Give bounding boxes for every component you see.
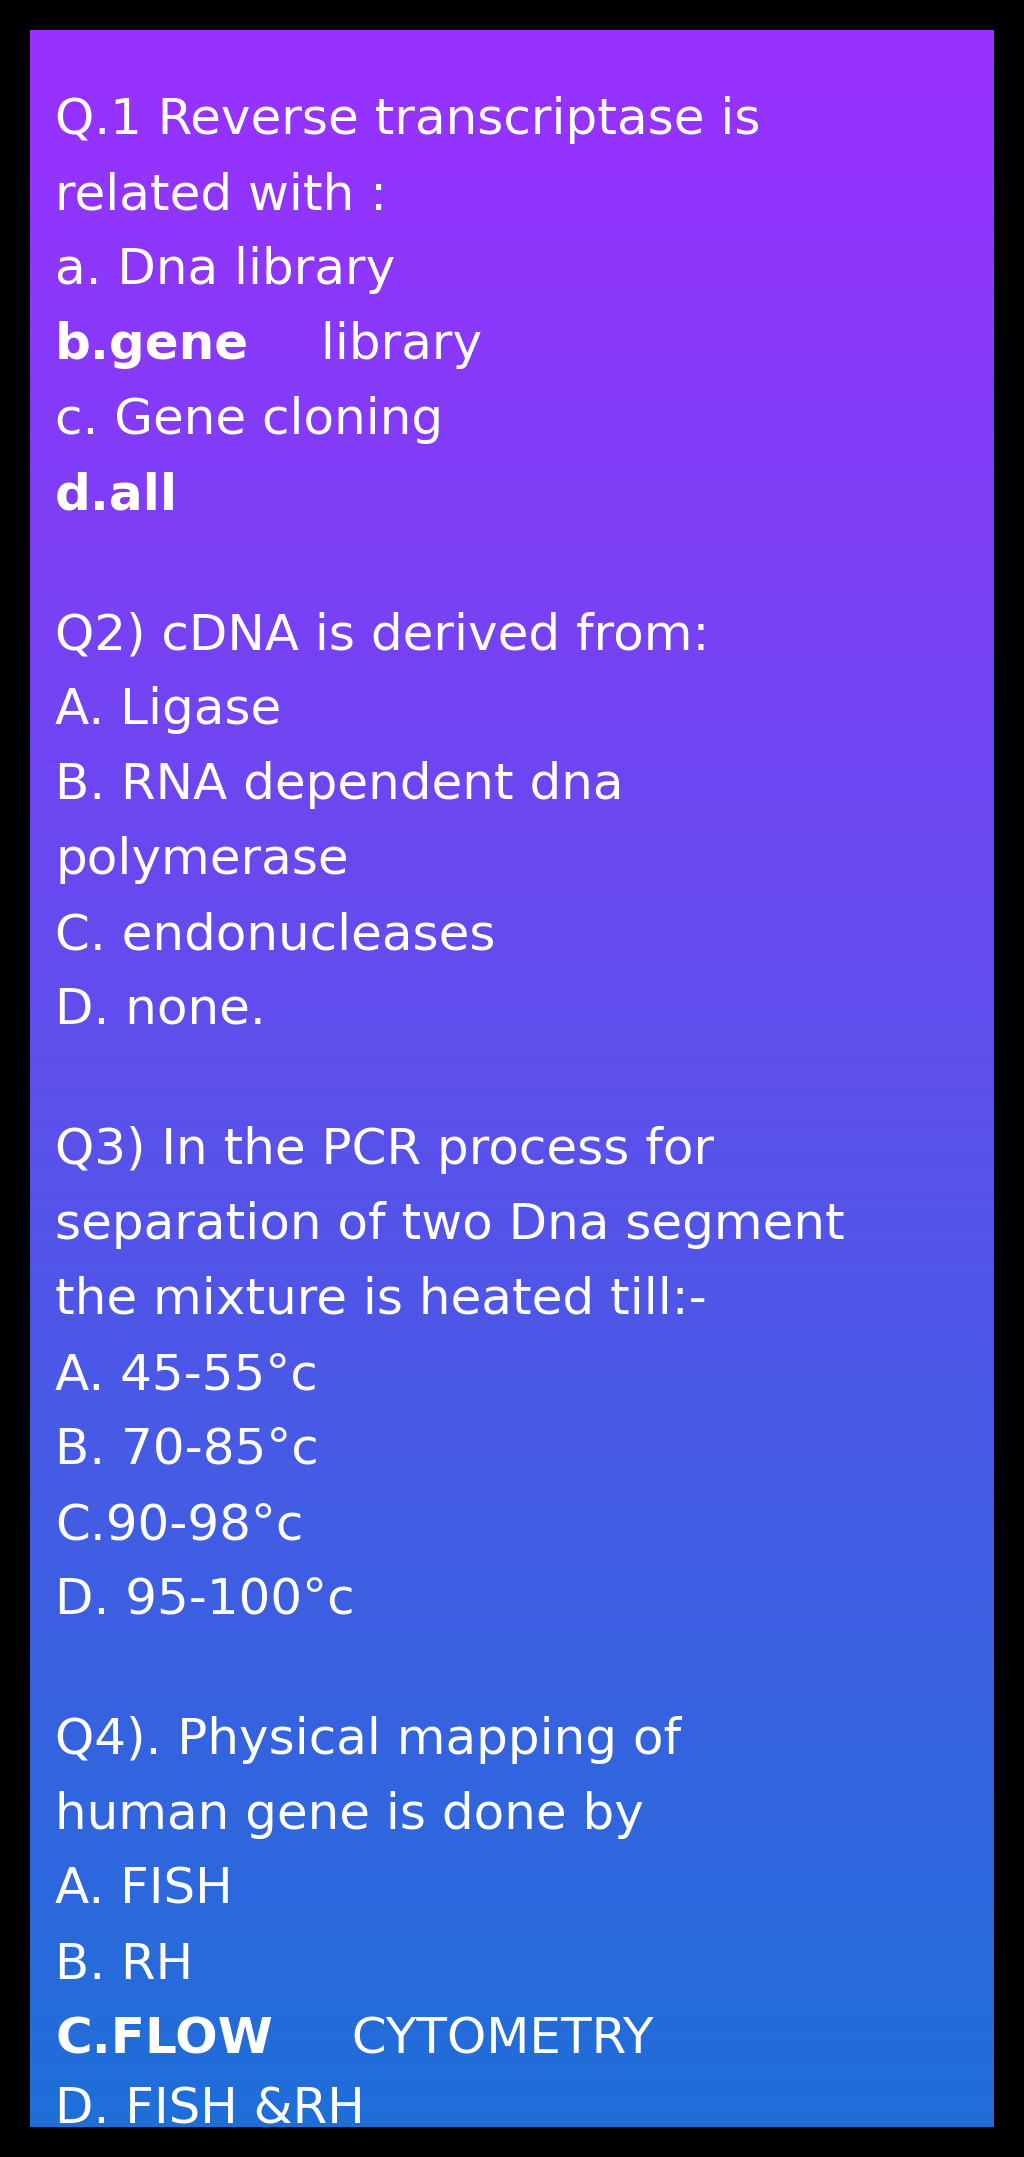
Text: a. Dna library: a. Dna library [55, 246, 395, 293]
Text: D. 95-100°c: D. 95-100°c [55, 1577, 354, 1624]
Text: D. FISH &RH: D. FISH &RH [55, 2086, 365, 2133]
Text: D. none.: D. none. [55, 986, 266, 1033]
Text: A. Ligase: A. Ligase [55, 686, 282, 733]
Text: library: library [305, 321, 482, 369]
Text: Q2) cDNA is derived from:: Q2) cDNA is derived from: [55, 610, 710, 660]
Text: C.FLOW: C.FLOW [55, 2017, 272, 2064]
Text: d.all: d.all [55, 470, 178, 520]
Text: separation of two Dna segment: separation of two Dna segment [55, 1201, 845, 1249]
Text: polymerase: polymerase [55, 837, 348, 884]
Text: C. endonucleases: C. endonucleases [55, 910, 496, 960]
Text: Q4). Physical mapping of: Q4). Physical mapping of [55, 1717, 681, 1764]
Text: B. RNA dependent dna: B. RNA dependent dna [55, 761, 624, 809]
Text: A. 45-55°c: A. 45-55°c [55, 1350, 317, 1400]
Text: B. RH: B. RH [55, 1941, 194, 1989]
Text: B. 70-85°c: B. 70-85°c [55, 1426, 318, 1473]
Text: Q.1 Reverse transcriptase is: Q.1 Reverse transcriptase is [55, 97, 761, 145]
Text: c. Gene cloning: c. Gene cloning [55, 397, 443, 444]
Text: C.90-98°c: C.90-98°c [55, 1501, 303, 1549]
Text: A. FISH: A. FISH [55, 1866, 232, 1913]
Text: related with :: related with : [55, 170, 387, 220]
Text: human gene is done by: human gene is done by [55, 1790, 644, 1840]
Text: b.gene: b.gene [55, 321, 249, 369]
Text: the mixture is heated till:-: the mixture is heated till:- [55, 1277, 707, 1324]
Text: Q3) In the PCR process for: Q3) In the PCR process for [55, 1126, 714, 1173]
Text: CYTOMETRY: CYTOMETRY [336, 2017, 653, 2064]
